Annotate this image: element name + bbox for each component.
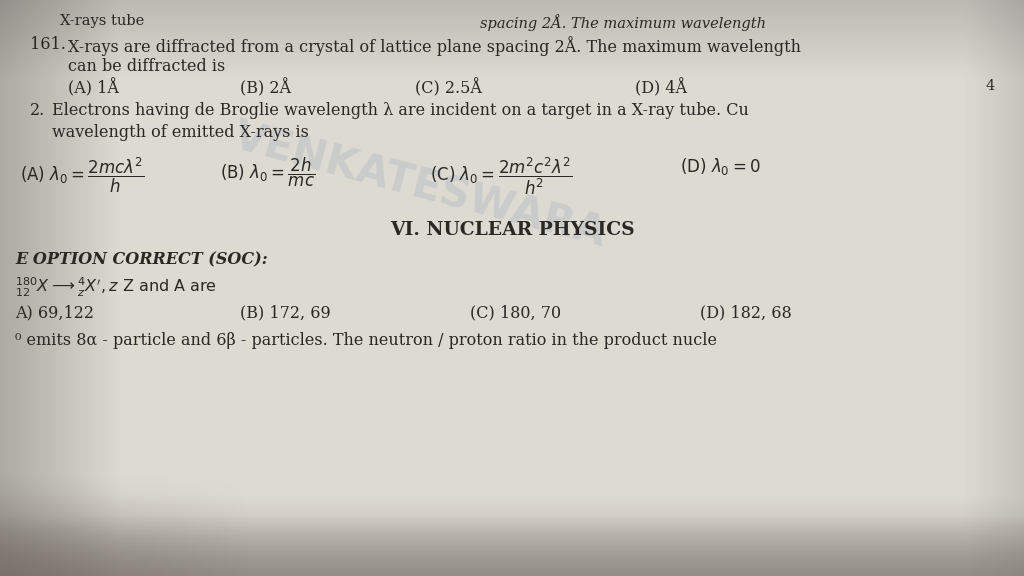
Text: wavelength of emitted X-rays is: wavelength of emitted X-rays is: [52, 124, 309, 141]
Text: X-rays tube: X-rays tube: [60, 14, 144, 28]
Text: (B) 172, 69: (B) 172, 69: [240, 304, 331, 321]
Text: (A) $\lambda_0 = \dfrac{2mc\lambda^2}{h}$: (A) $\lambda_0 = \dfrac{2mc\lambda^2}{h}…: [20, 156, 144, 195]
Text: can be diffracted is: can be diffracted is: [68, 58, 225, 75]
Text: (D) 182, 68: (D) 182, 68: [700, 304, 792, 321]
Text: A) 69,122: A) 69,122: [15, 304, 94, 321]
Text: ⁰ emits 8α - particle and 6β - particles. The neutron / proton ratio in the prod: ⁰ emits 8α - particle and 6β - particles…: [15, 332, 717, 349]
Text: (C) 2.5Å: (C) 2.5Å: [415, 79, 482, 97]
Text: (C) 180, 70: (C) 180, 70: [470, 304, 561, 321]
Text: Electrons having de Broglie wavelength λ are incident on a target in a X-ray tub: Electrons having de Broglie wavelength λ…: [52, 102, 749, 119]
Text: X-rays are diffracted from a crystal of lattice plane spacing 2Å. The maximum wa: X-rays are diffracted from a crystal of …: [68, 36, 801, 56]
Text: 161.: 161.: [30, 36, 66, 53]
Text: VENKATESWARA: VENKATESWARA: [228, 116, 611, 256]
Text: (C) $\lambda_0 = \dfrac{2m^2c^2\lambda^2}{h^2}$: (C) $\lambda_0 = \dfrac{2m^2c^2\lambda^2…: [430, 156, 572, 198]
Text: (D) 4Å: (D) 4Å: [635, 79, 687, 97]
Text: $^{180}_{12}X \longrightarrow ^{4}_{z}X',z$ Z and A are: $^{180}_{12}X \longrightarrow ^{4}_{z}X'…: [15, 276, 217, 299]
Text: 2.: 2.: [30, 102, 45, 119]
Text: (B) 2Å: (B) 2Å: [240, 79, 291, 97]
Text: E OPTION CORRECT (SOC):: E OPTION CORRECT (SOC):: [15, 251, 267, 268]
Text: (A) 1Å: (A) 1Å: [68, 79, 119, 97]
Text: 4: 4: [985, 79, 994, 93]
Text: spacing 2Å. The maximum wavelength: spacing 2Å. The maximum wavelength: [480, 14, 766, 31]
Text: (D) $\lambda_0 = 0$: (D) $\lambda_0 = 0$: [680, 156, 761, 177]
Text: (B) $\lambda_0 = \dfrac{2h}{mc}$: (B) $\lambda_0 = \dfrac{2h}{mc}$: [220, 156, 315, 189]
Text: VI. NUCLEAR PHYSICS: VI. NUCLEAR PHYSICS: [390, 221, 635, 239]
